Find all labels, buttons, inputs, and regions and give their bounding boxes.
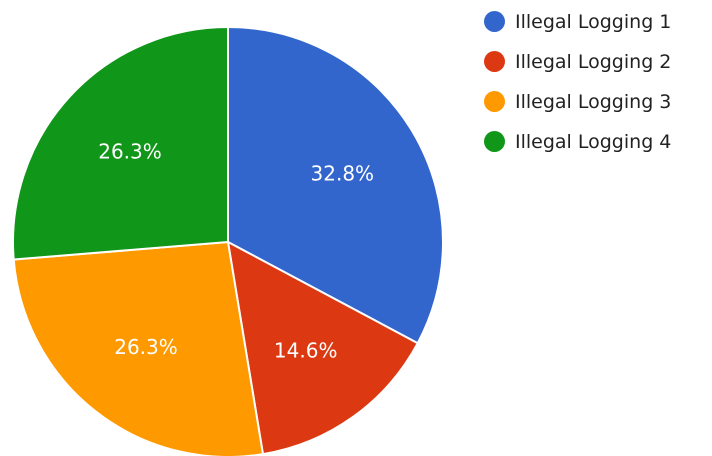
legend-swatch-illegal-logging-2 [484, 51, 505, 72]
legend-item-illegal-logging-3[interactable]: Illegal Logging 3 [484, 87, 671, 116]
pie-slice-labels: 32.8% 14.6% 26.3% 26.3% [98, 140, 374, 363]
legend-item-illegal-logging-1[interactable]: Illegal Logging 1 [484, 7, 671, 36]
legend-label-illegal-logging-2: Illegal Logging 2 [515, 50, 672, 73]
legend-item-illegal-logging-2[interactable]: Illegal Logging 2 [484, 47, 671, 76]
pie-slice-4[interactable] [12, 25, 229, 261]
legend-item-illegal-logging-4[interactable]: Illegal Logging 4 [484, 127, 671, 156]
legend-label-illegal-logging-3: Illegal Logging 3 [515, 90, 672, 113]
pie-slice-2[interactable] [226, 240, 420, 456]
legend-label-illegal-logging-1: Illegal Logging 1 [515, 10, 672, 33]
chart-legend: Illegal Logging 1 Illegal Logging 2 Ille… [484, 7, 671, 167]
pie-slice-label-4: 26.3% [98, 140, 162, 164]
legend-swatch-illegal-logging-3 [484, 91, 505, 112]
pie-slices [12, 25, 444, 456]
legend-swatch-illegal-logging-1 [484, 11, 505, 32]
pie-slice-1[interactable] [227, 25, 444, 345]
legend-swatch-illegal-logging-4 [484, 131, 505, 152]
pie-slice-label-2: 14.6% [274, 338, 338, 362]
pie-slice-label-3: 26.3% [114, 335, 178, 359]
pie-slice-label-1: 32.8% [311, 161, 375, 185]
legend-label-illegal-logging-4: Illegal Logging 4 [515, 130, 672, 153]
pie-slice-3[interactable] [12, 240, 265, 456]
